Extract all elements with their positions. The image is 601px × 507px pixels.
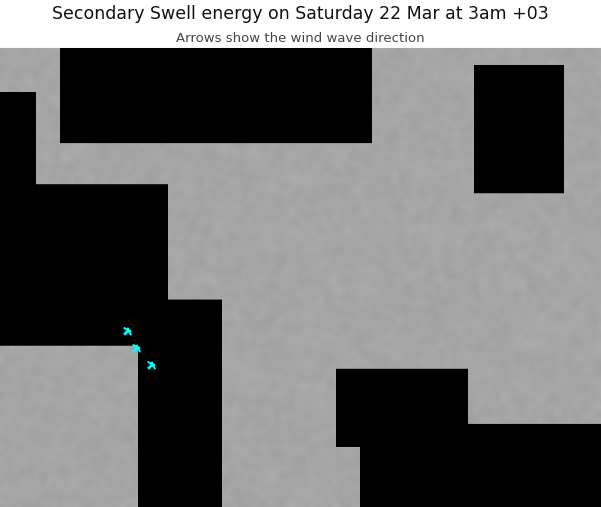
Text: Arrows show the wind wave direction: Arrows show the wind wave direction — [176, 31, 425, 45]
Text: Secondary Swell energy on Saturday 22 Mar at 3am +03: Secondary Swell energy on Saturday 22 Ma… — [52, 5, 549, 23]
